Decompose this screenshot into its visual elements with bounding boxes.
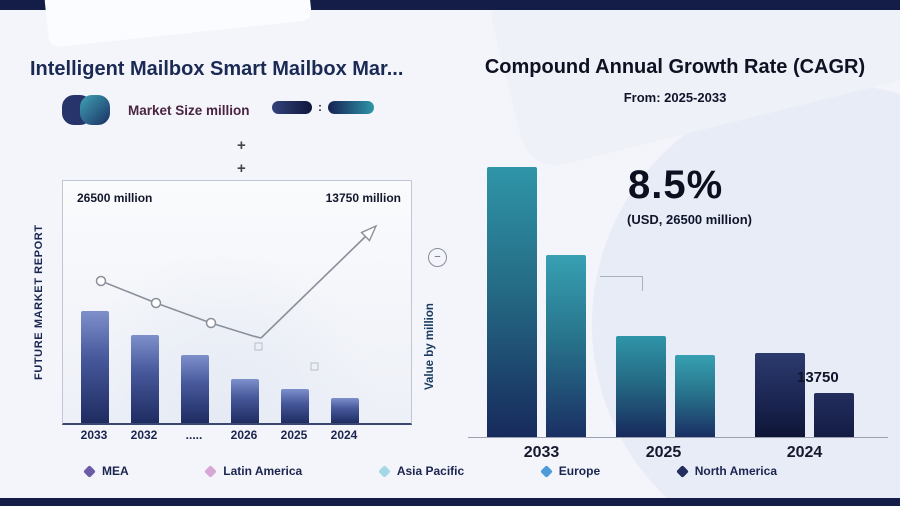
legend-item-latin-america: Latin America: [204, 464, 303, 478]
annotation-top-left: 26500 million: [77, 191, 153, 205]
legend-item-asia-pacific: Asia Pacific: [377, 464, 465, 478]
left-chart: 26500 million 13750 million: [62, 180, 412, 425]
right-bar-group-2033: [487, 167, 586, 437]
left-x-label-1: 2032: [130, 428, 158, 442]
legend-item-mea: MEA: [83, 464, 129, 478]
legend-swatch-asia-pacific: [377, 464, 391, 478]
right-bar-2025-market-size-primary: [616, 336, 666, 437]
left-chart-bars: [81, 311, 359, 423]
legend-label-latin-america: Latin America: [223, 464, 303, 478]
legend-label-mea: MEA: [102, 464, 129, 478]
legend-swatch-latin-america: [204, 464, 218, 478]
left-bar-5: [331, 398, 359, 423]
bottom-border: [0, 498, 900, 506]
legend-row: MEA Latin America Asia Pacific Europe North …: [83, 464, 777, 478]
left-x-label-4: 2025: [280, 428, 308, 442]
right-axis-label-2025: 2025: [645, 444, 682, 461]
left-bar-1: [131, 335, 159, 423]
top-border: [0, 0, 900, 10]
legend-swatch-north-america: [675, 464, 689, 478]
left-x-label-2: .....: [185, 428, 203, 442]
left-bar-0: [81, 311, 109, 423]
market-size-icon: [62, 92, 114, 128]
value-axis-title: Value by million: [424, 303, 436, 391]
legend-label-north-america: North America: [694, 464, 777, 478]
plus-icon: +: [237, 137, 246, 154]
right-axis-label-2024: 2024: [786, 444, 823, 461]
right-bar-group-2025: [616, 336, 715, 437]
left-chart-xlabels: 2033 2032..... 2026 2025 2024: [62, 428, 428, 442]
legend-label-asia-pacific: Asia Pacific: [396, 464, 465, 478]
page-title: Intelligent Mailbox Smart Mailbox Mar...: [30, 58, 404, 80]
legend-swatch-mea: [83, 464, 96, 478]
pill-teal: [328, 100, 374, 114]
right-bar-2024-market-size-primary: [755, 353, 805, 437]
annotation-top-right: 13750 million: [325, 191, 401, 205]
left-bar-3: [231, 379, 259, 423]
right-bar-2033-market-size-primary: [487, 167, 537, 437]
left-x-label-0: 2033: [80, 428, 108, 442]
pill-separator: :: [318, 100, 322, 114]
legend-label-europe: Europe: [558, 464, 601, 478]
cagr-subtitle: From: 2025-2033: [623, 90, 727, 105]
left-x-label-3: 2026: [230, 428, 258, 442]
cagr-value: 8.5%: [628, 163, 724, 207]
market-size-legend: Market Size million: [62, 92, 250, 128]
minus-icon: −: [428, 248, 447, 267]
left-bar-2: [181, 355, 209, 423]
scale-pills: :: [272, 100, 374, 114]
right-bar-2033-market-size-secondary: [546, 255, 586, 437]
minus-glyph: −: [434, 251, 441, 263]
right-bar-group-2024: [755, 353, 854, 437]
legend-item-north-america: North America: [675, 464, 777, 478]
left-x-label-5: 2024: [330, 428, 358, 442]
value-callout: 13750: [797, 369, 839, 386]
legend-item-europe: Europe: [539, 464, 601, 478]
cagr-detail: (USD, 26500 million): [627, 212, 752, 227]
right-bar-2024-market-size-secondary: [814, 393, 854, 437]
plus-icon: +: [237, 160, 246, 177]
right-axis-label-2033: 2033: [523, 444, 560, 461]
market-size-legend-label: Market Size million: [128, 102, 250, 118]
left-y-axis-title: FUTURE MARKET REPORT: [33, 224, 45, 380]
right-chart-axis: [468, 437, 888, 438]
legend-swatch-europe: [539, 464, 553, 478]
bracket-decoration: [600, 276, 643, 291]
left-bar-4: [281, 389, 309, 423]
right-bar-2025-market-size-secondary: [675, 355, 715, 437]
cagr-title: Compound Annual Growth Rate (CAGR): [484, 56, 866, 78]
icon-shape-teal: [80, 95, 110, 125]
pill-navy: [272, 100, 312, 114]
